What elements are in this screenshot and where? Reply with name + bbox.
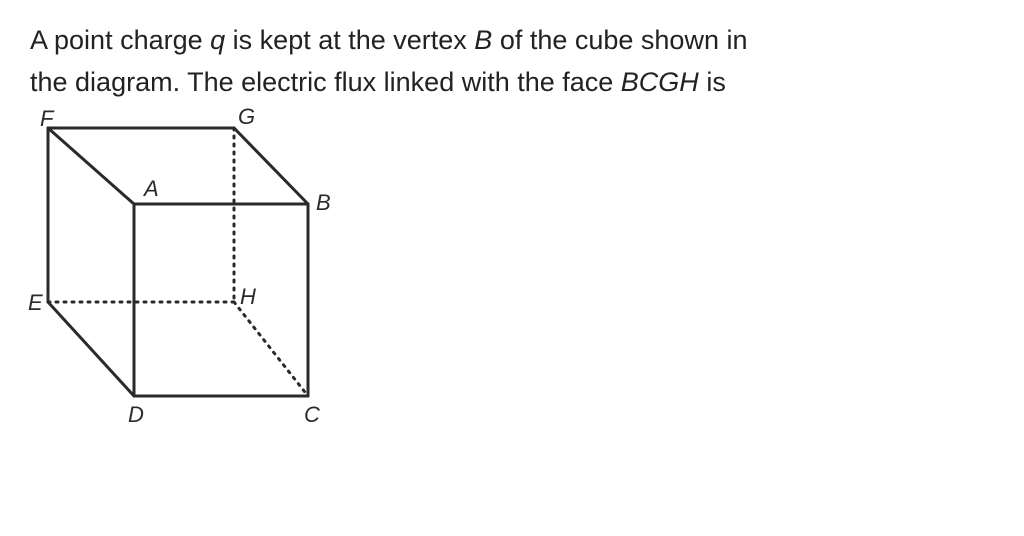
text: is bbox=[699, 67, 726, 97]
var-q: q bbox=[210, 25, 225, 55]
vertex-label-A: A bbox=[144, 176, 159, 202]
vertex-label-C: C bbox=[304, 402, 320, 428]
cube-edge-FA bbox=[48, 128, 134, 204]
vertex-label-E: E bbox=[28, 290, 43, 316]
face-name: BCGH bbox=[621, 67, 699, 97]
text: the diagram. The electric flux linked wi… bbox=[30, 67, 621, 97]
vertex-label-G: G bbox=[238, 104, 255, 130]
cube-svg bbox=[24, 106, 324, 436]
question-line-2: the diagram. The electric flux linked wi… bbox=[30, 64, 994, 102]
cube-edge-HC bbox=[234, 302, 308, 396]
vertex-label-H: H bbox=[240, 284, 256, 310]
text: of the cube shown in bbox=[492, 25, 747, 55]
var-B: B bbox=[474, 25, 492, 55]
question-line-1: A point charge q is kept at the vertex B… bbox=[30, 22, 994, 60]
cube-edge-GB bbox=[234, 128, 308, 204]
text: is kept at the vertex bbox=[225, 25, 474, 55]
cube-edge-ED bbox=[48, 302, 134, 396]
text: A point charge bbox=[30, 25, 210, 55]
vertex-label-D: D bbox=[128, 402, 144, 428]
vertex-label-B: B bbox=[316, 190, 331, 216]
cube-diagram: FGABEHDC bbox=[24, 106, 324, 436]
vertex-label-F: F bbox=[40, 106, 53, 132]
